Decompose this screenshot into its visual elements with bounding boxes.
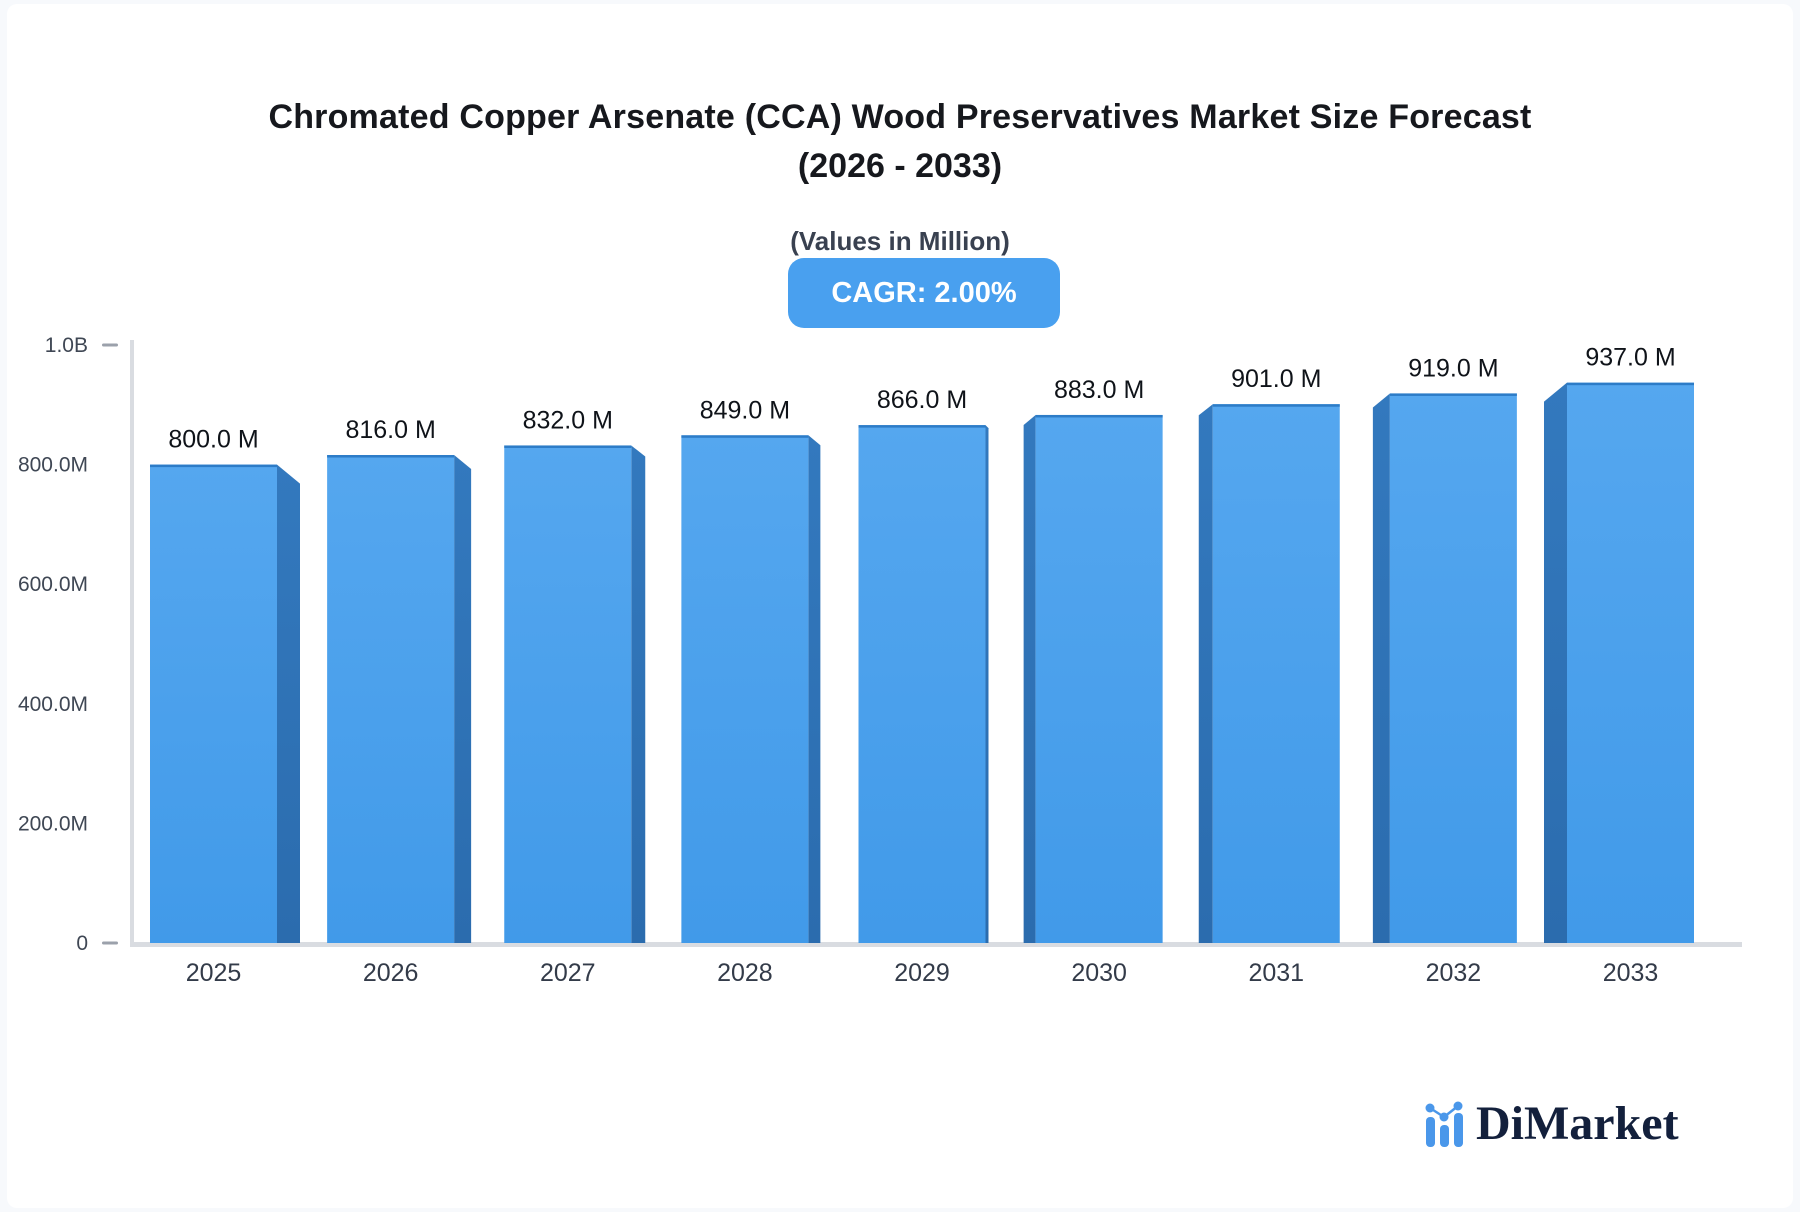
y-tick-label: 400.0M — [18, 693, 88, 716]
x-axis-line — [130, 942, 1742, 947]
bar-value-label: 919.0 M — [1408, 354, 1498, 382]
bar-value-label: 866.0 M — [877, 386, 967, 414]
bar-2025[interactable] — [150, 464, 300, 943]
bar-2030[interactable] — [1023, 414, 1163, 943]
bar-top-edge — [1389, 393, 1517, 396]
bar-side-face — [808, 435, 821, 943]
bar-value-label: 901.0 M — [1231, 365, 1321, 393]
bar-side-face — [277, 464, 300, 943]
logo-bar — [1426, 1117, 1435, 1147]
bar-side-face — [454, 455, 472, 943]
x-axis-label: 2025 — [186, 959, 242, 987]
bar-top-edge — [504, 445, 632, 448]
bar-front-face — [1212, 404, 1340, 943]
chart-title: Chromated Copper Arsenate (CCA) Wood Pre… — [268, 98, 1532, 136]
bar-side-face — [1198, 404, 1213, 943]
labels-layer: 800.0 M 2025 816.0 M 2026 832.0 M 2027 849.0 M… — [168, 344, 1675, 987]
x-axis-label: 2033 — [1603, 959, 1659, 987]
bar-top-edge — [1212, 404, 1340, 407]
bar-side-face — [1023, 414, 1036, 943]
bar-value-label: 883.0 M — [1054, 376, 1144, 404]
bar-2033[interactable] — [1544, 382, 1694, 943]
logo-dot — [1453, 1101, 1463, 1111]
bar-2031[interactable] — [1198, 404, 1340, 943]
bar-2026[interactable] — [327, 455, 472, 943]
y-tick-label: 600.0M — [18, 573, 88, 596]
bar-value-label: 816.0 M — [345, 416, 435, 444]
cagr-badge: CAGR: 2.00% — [788, 258, 1060, 328]
logo-bar — [1440, 1125, 1449, 1147]
bar-front-face — [327, 455, 455, 943]
bar-side-face — [1372, 393, 1390, 943]
bar-front-face — [681, 435, 809, 943]
x-axis-label: 2027 — [540, 959, 596, 987]
bar-front-face — [504, 445, 632, 943]
bar-top-edge — [1567, 382, 1694, 386]
logo-dot — [1439, 1112, 1449, 1122]
bar-value-label: 832.0 M — [523, 406, 613, 434]
axis-layer: 1.0B 800.0M 600.0M 400.0M 200.0M 0 — [18, 334, 1742, 955]
bars-layer — [150, 382, 1694, 944]
x-axis-label: 2032 — [1426, 959, 1482, 987]
bar-side-face — [985, 425, 989, 944]
bar-value-label: 800.0 M — [168, 426, 258, 454]
bar-value-label: 849.0 M — [700, 396, 790, 424]
bar-top-edge — [681, 435, 809, 438]
bar-front-face — [150, 464, 277, 943]
y-tick-label: 200.0M — [18, 812, 88, 835]
y-tick-dash — [102, 343, 118, 347]
bar-value-label: 937.0 M — [1585, 344, 1675, 372]
x-axis-label: 2028 — [717, 959, 773, 987]
bar-front-face — [1035, 414, 1163, 943]
bar-2028[interactable] — [681, 435, 821, 943]
bar-front-face — [1567, 382, 1694, 943]
bar-top-edge — [327, 455, 455, 458]
dimarket-logo: DiMarket — [1424, 1096, 1679, 1152]
chart-card: Chromated Copper Arsenate (CCA) Wood Pre… — [7, 4, 1793, 1208]
bar-side-face — [1544, 382, 1567, 943]
bar-top-edge — [150, 464, 277, 468]
y-tick-label: 1.0B — [45, 334, 88, 357]
bar-top-edge — [858, 425, 986, 428]
bar-front-face — [858, 425, 986, 944]
bar-side-face — [631, 445, 646, 943]
y-tick-label: 0 — [76, 932, 88, 955]
chart-title-range: (2026 - 2033) — [797, 147, 1003, 185]
x-axis-label: 2031 — [1248, 959, 1304, 987]
bar-top-edge — [1035, 414, 1163, 418]
y-tick-dash — [102, 941, 118, 945]
x-axis-label: 2029 — [894, 959, 950, 987]
y-axis-line — [130, 340, 134, 946]
dimarket-logo-icon — [1425, 1101, 1463, 1147]
logo-dot — [1425, 1103, 1435, 1113]
bar-front-face — [1389, 393, 1517, 943]
chart-subtitle: (Values in Million) — [790, 226, 1010, 256]
bar-chart: 1.0B 800.0M 600.0M 400.0M 200.0M 0 800.0 M 202… — [18, 334, 1742, 987]
bar-2027[interactable] — [504, 445, 646, 943]
x-axis-label: 2030 — [1071, 959, 1127, 987]
x-axis-label: 2026 — [363, 959, 419, 987]
bar-2029[interactable] — [858, 425, 989, 944]
logo-bar — [1454, 1113, 1463, 1147]
y-tick-label: 800.0M — [18, 454, 88, 477]
dimarket-logo-text: DiMarket — [1476, 1097, 1679, 1150]
bar-2032[interactable] — [1372, 393, 1517, 943]
